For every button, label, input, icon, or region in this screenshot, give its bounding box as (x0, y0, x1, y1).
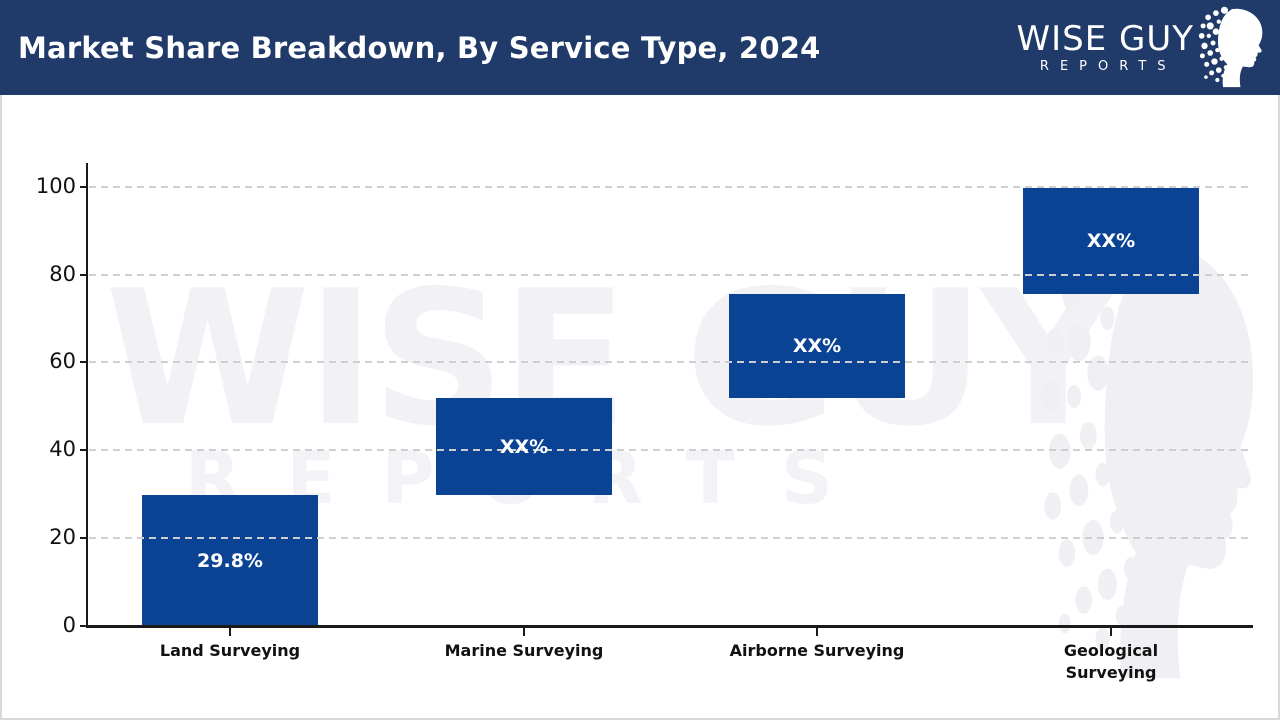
x-axis (86, 625, 1253, 628)
header-bar: Market Share Breakdown, By Service Type,… (0, 0, 1280, 95)
bar-value-label: XX% (1086, 229, 1136, 252)
y-tick (80, 625, 87, 627)
x-tick (229, 628, 231, 636)
bar-value-label: XX% (792, 335, 842, 358)
x-tick (1110, 628, 1112, 636)
brand-face-icon (1198, 6, 1263, 88)
x-category-label: Geological Surveying (1063, 641, 1159, 682)
y-tick (80, 185, 87, 188)
gridline (89, 273, 1253, 276)
x-tick (523, 628, 525, 636)
y-tick (80, 537, 87, 540)
brand-reports-label: REPORTS (1039, 58, 1177, 74)
y-tick-label: 40 (49, 437, 76, 462)
brand-logo: WISE GUY REPORTS (1016, 4, 1270, 92)
x-category-label: Land Surveying (159, 641, 301, 660)
y-tick-label: 80 (49, 261, 76, 286)
gridline (89, 185, 1253, 188)
bar-value-label: XX% (499, 435, 549, 458)
plot-area: 0 20 40 60 80 100 29.8% Land Surveying XX% Marine… (0, 95, 1280, 720)
bar (729, 293, 905, 399)
y-axis (86, 163, 88, 628)
chart-title: Market Share Breakdown, By Service Type,… (18, 30, 821, 65)
brand-wordmark: WISE GUY (1016, 19, 1194, 60)
y-tick (80, 273, 87, 276)
y-tick-label: 0 (62, 613, 76, 637)
y-tick (80, 449, 87, 452)
y-tick-label: 20 (49, 525, 76, 550)
gridline (89, 537, 1253, 540)
x-category-label: Marine Surveying (444, 641, 604, 660)
bar (142, 495, 318, 626)
brand-logo-text: WISE GUY REPORTS (1016, 19, 1194, 74)
y-tick-label: 100 (35, 173, 76, 198)
y-tick-label: 60 (49, 349, 76, 374)
gridline (89, 449, 1253, 452)
bar-value-label: 29.8% (197, 549, 263, 572)
y-tick (80, 361, 87, 364)
bar (436, 398, 612, 496)
bar (1023, 187, 1199, 294)
x-tick (816, 628, 818, 636)
x-category-label: Airborne Surveying (729, 641, 905, 660)
gridline (89, 361, 1253, 364)
